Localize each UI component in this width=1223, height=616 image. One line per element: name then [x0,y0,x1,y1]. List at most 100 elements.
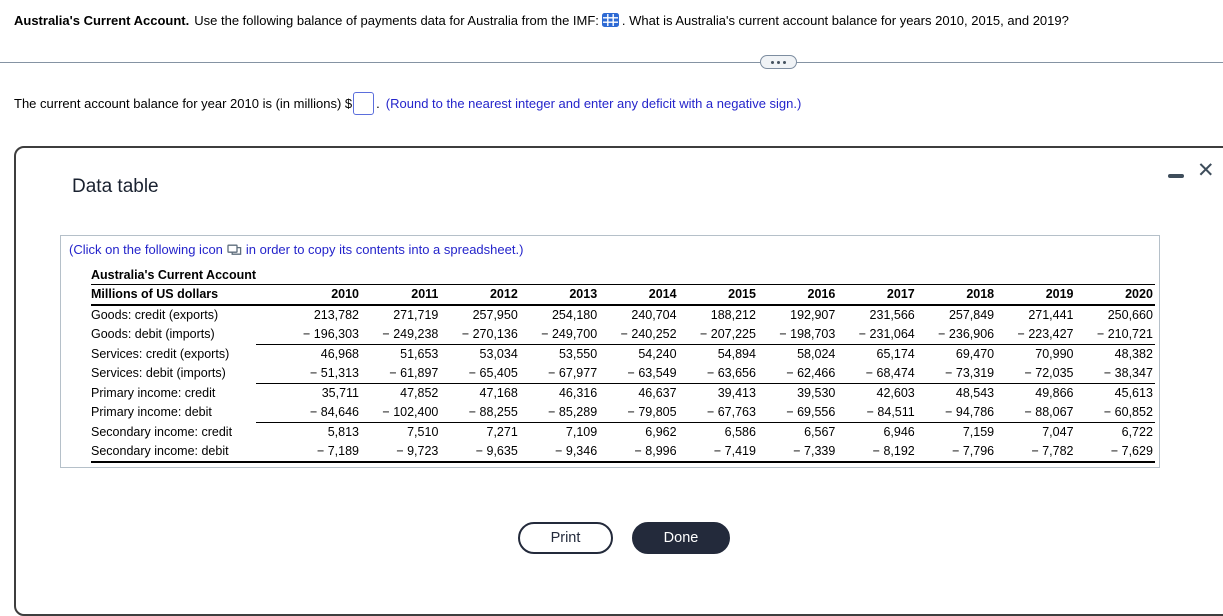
value-cell: − 65,405 [440,364,520,384]
spreadsheet-icon[interactable] [601,13,619,31]
value-cell: 7,510 [407,425,439,439]
dialog-title: Data table [72,176,159,197]
value-cell: 48,382 [1114,347,1153,361]
value-cell: 45,613 [1114,386,1153,400]
value-cell: 65,174 [876,347,915,361]
value-cell: − 61,897 [361,364,441,384]
year-header: 2017 [837,284,917,306]
value-cell: − 7,189 [256,442,361,463]
row-label: Secondary income: debit [91,442,256,463]
value-cell: 51,653 [400,347,439,361]
value-cell: 39,413 [717,386,756,400]
value-cell: − 63,656 [678,364,758,384]
value-cell: 257,849 [948,308,995,322]
value-cell: 7,047 [1042,425,1074,439]
value-cell: − 62,466 [757,364,838,384]
value-cell: 35,711 [321,386,359,400]
print-button[interactable]: Print [518,522,613,554]
value-cell: − 88,255 [440,403,520,423]
data-table-dialog: Data table ✕ (Click on the following ico… [14,146,1223,616]
ellipsis-dot [783,60,786,64]
value-cell: − 240,252 [599,325,679,345]
value-cell: 46,316 [558,386,598,400]
value-cell: 192,907 [790,308,836,322]
year-header: 2016 [757,284,838,306]
value-cell: 6,962 [645,425,677,439]
value-cell: − 69,556 [757,403,838,423]
year-header: 2014 [599,284,679,306]
copy-instruction-before: (Click on the following icon [69,242,223,257]
value-cell: − 73,319 [916,364,997,384]
value-cell: 53,550 [558,347,598,361]
value-cell: 240,704 [631,308,677,322]
year-header: 2018 [916,284,997,306]
answer-input[interactable] [353,91,375,115]
year-header: 2015 [678,284,758,306]
question-text: Australia's Current Account. Use the foll… [14,12,1069,31]
value-cell: − 84,511 [837,403,917,423]
value-cell: − 9,723 [361,442,441,463]
value-cell: − 7,782 [996,442,1076,463]
value-cell: − 7,339 [757,442,838,463]
rounding-hint: (Round to the nearest integer and enter … [385,95,802,111]
value-cell: 5,813 [327,425,359,439]
ellipsis-expander-button[interactable] [760,55,797,69]
value-cell: 46,968 [320,347,359,361]
close-icon[interactable]: ✕ [1197,159,1215,182]
question-body-before: Use the following balance of payments da… [194,13,599,28]
section-divider [0,62,1223,63]
value-cell: − 8,996 [599,442,679,463]
value-cell: 7,271 [486,425,518,439]
minimize-icon[interactable] [1168,174,1184,178]
table-row: Primary income: debit − 84,646− 102,400− … [91,403,1155,423]
value-cell: − 249,238 [361,325,441,345]
year-header: 2012 [440,284,520,306]
value-cell: − 223,427 [996,325,1076,345]
row-label: Services: debit (imports) [91,366,226,381]
value-cell: 47,168 [479,386,518,400]
value-cell: − 249,700 [519,325,600,345]
value-cell: − 236,906 [916,325,997,345]
copy-icon[interactable] [227,243,242,259]
year-header: 2011 [361,284,441,306]
table-row: Primary income: credit 35,711 47,852 47,168… [91,384,1155,404]
value-cell: − 207,225 [678,325,758,345]
page: Australia's Current Account. Use the foll… [0,12,1223,616]
value-cell: 271,719 [393,308,439,322]
value-cell: − 7,629 [1075,442,1155,463]
value-cell: − 8,192 [837,442,917,463]
value-cell: 257,950 [472,308,518,322]
value-cell: 54,894 [717,347,756,361]
value-cell: − 38,347 [1075,364,1155,384]
value-cell: − 67,763 [678,403,758,423]
table-row: Secondary income: credit 5,813 7,510 7,271 7… [91,423,1155,443]
value-cell: 53,034 [479,347,518,361]
value-cell: − 94,786 [916,403,997,423]
answer-prompt: The current account balance for year 201… [14,95,353,111]
table-content-box: (Click on the following icon in order to … [60,235,1160,468]
value-cell: − 51,313 [256,364,361,384]
year-header: 2013 [519,284,600,306]
ellipsis-dot [777,60,780,64]
value-cell: 250,660 [1107,308,1153,322]
table-row: Goods: debit (imports) − 196,303− 249,238… [91,325,1155,345]
table-title: Australia's Current Account [91,267,1155,285]
question-title: Australia's Current Account. [14,13,190,28]
value-cell: 271,441 [1028,308,1074,322]
row-label: Primary income: credit [91,385,216,400]
value-cell: 39,530 [797,386,836,400]
copy-instruction: (Click on the following icon in order to … [69,242,523,259]
done-button[interactable]: Done [632,522,730,554]
value-cell: 58,024 [797,347,836,361]
value-cell: − 72,035 [996,364,1076,384]
value-cell: 69,470 [955,347,995,361]
value-cell: − 79,805 [599,403,679,423]
value-cell: 213,782 [313,308,359,322]
table-row: Goods: credit (exports) 213,782 271,719 257… [91,305,1155,325]
value-cell: 6,722 [1121,425,1153,439]
value-cell: 48,543 [955,386,995,400]
row-label: Primary income: debit [91,405,212,420]
value-cell: 70,990 [1035,347,1074,361]
value-cell: 7,109 [565,425,598,439]
value-cell: − 7,796 [916,442,997,463]
